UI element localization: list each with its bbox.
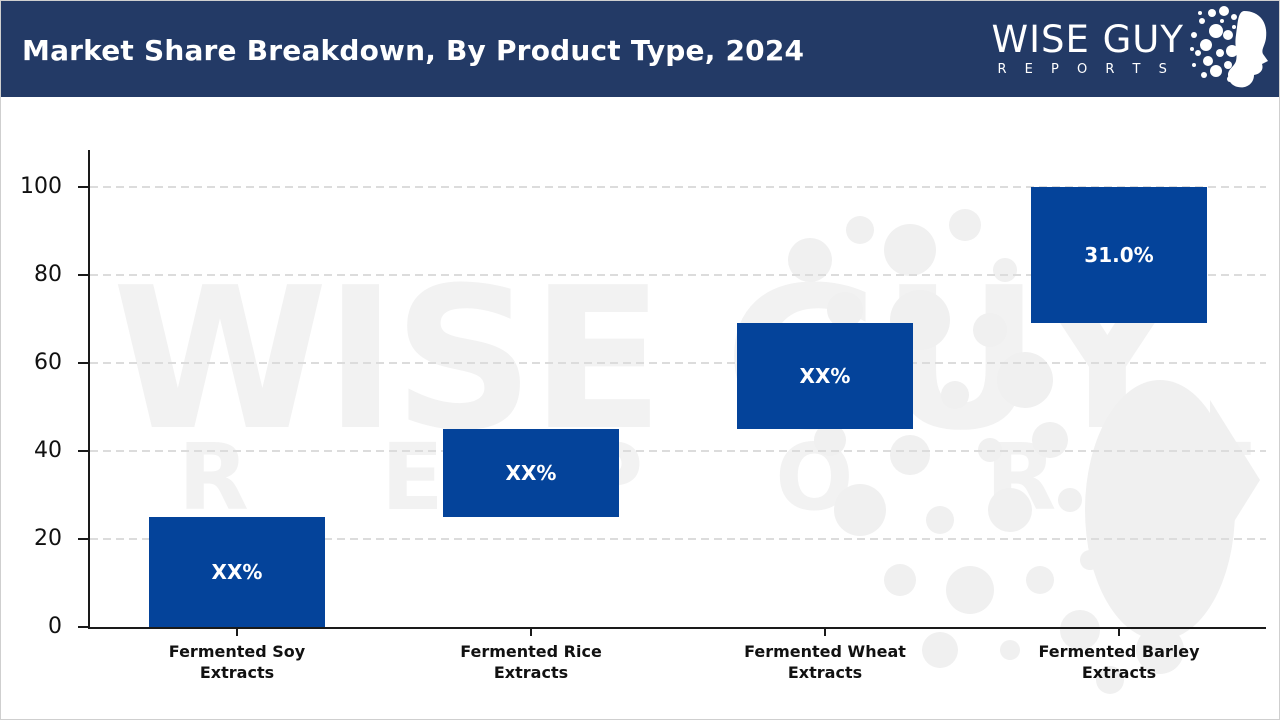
y-tick-label-80: 80 [34, 262, 62, 287]
x-category-label-1: Fermented Soy Extracts [168, 642, 306, 682]
y-tick-mark-0 [78, 626, 88, 628]
bar-4[interactable]: 31.0% [1031, 187, 1207, 324]
y-tick-label-0: 0 [48, 614, 62, 639]
y-tick-label-100: 100 [20, 174, 62, 199]
bar-value-label-4: 31.0% [1084, 243, 1154, 268]
y-tick-label-40: 40 [34, 438, 62, 463]
x-category-label-3: Fermented Wheat Extracts [744, 642, 906, 682]
bar-value-label-2: XX% [505, 461, 557, 485]
y-tick-mark-100 [78, 186, 88, 188]
gridline-100 [90, 186, 1266, 188]
y-tick-mark-40 [78, 450, 88, 452]
y-tick-mark-20 [78, 538, 88, 540]
y-tick-label-20: 20 [34, 526, 62, 551]
y-tick-label-60: 60 [34, 350, 62, 375]
logo-face-icon [1190, 6, 1268, 88]
logo-wiseguy-text: WISE GUY [991, 18, 1184, 61]
bar-1[interactable]: XX% [149, 517, 325, 627]
x-tick-mark-4 [1118, 629, 1120, 636]
gridline-80 [90, 274, 1266, 276]
header-bar: Market Share Breakdown, By Product Type,… [0, 0, 1280, 97]
plot-area: 0 20 40 60 80 100 XX% XX% XX% 31.0% Fermented Soy … [20, 150, 1266, 682]
bar-2[interactable]: XX% [443, 429, 619, 517]
bar-value-label-3: XX% [799, 364, 851, 389]
bar-3[interactable]: XX% [737, 323, 913, 429]
gridline-20 [90, 538, 1266, 540]
chart-title: Market Share Breakdown, By Product Type,… [22, 34, 805, 67]
x-category-label-4: Fermented Barley Extracts [1038, 642, 1200, 682]
x-category-label-2: Fermented Rice Extracts [460, 642, 602, 682]
gridline-60 [90, 362, 1266, 364]
x-tick-mark-2 [530, 629, 532, 636]
x-tick-mark-1 [236, 629, 238, 636]
y-tick-mark-60 [78, 362, 88, 364]
wise-guy-reports-logo: WISE GUY R E P O R T S [992, 4, 1272, 94]
logo-reports-text: R E P O R T S [997, 62, 1174, 77]
gridline-40 [90, 450, 1266, 452]
bar-value-label-1: XX% [211, 560, 263, 584]
y-tick-mark-80 [78, 274, 88, 276]
x-tick-mark-3 [824, 629, 826, 636]
